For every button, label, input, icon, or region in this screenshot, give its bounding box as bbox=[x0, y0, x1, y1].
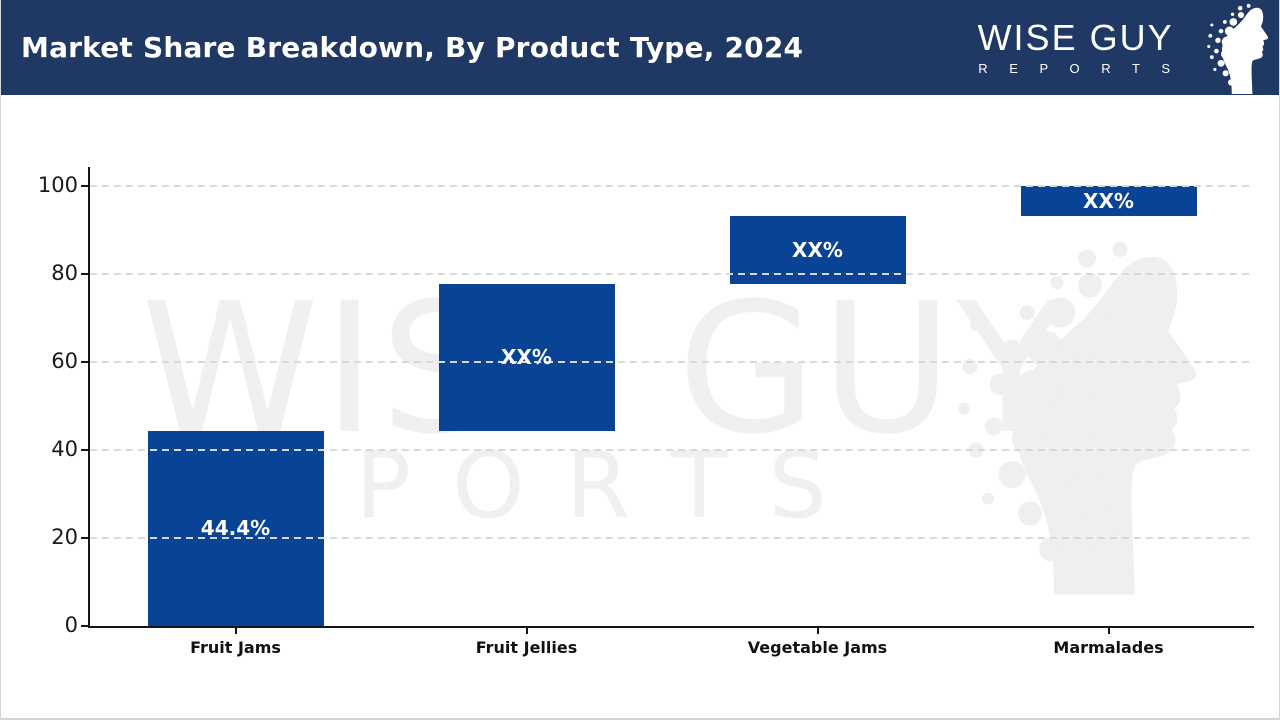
y-tick-label: 20 bbox=[51, 525, 78, 549]
y-axis-tick bbox=[81, 185, 90, 187]
brand-name: WISE GUY bbox=[977, 17, 1174, 58]
bar-vegetable-jams: XX% bbox=[729, 215, 906, 285]
y-tick-label: 100 bbox=[37, 173, 78, 197]
brand-subname: R E P O R T S bbox=[978, 61, 1179, 76]
x-category-label: Vegetable Jams bbox=[747, 638, 888, 657]
page-title: Market Share Breakdown, By Product Type,… bbox=[21, 31, 804, 64]
y-tick-label: 80 bbox=[51, 261, 78, 285]
x-category-label: Fruit Jams bbox=[190, 638, 281, 657]
bar-marmalades: XX% bbox=[1020, 186, 1197, 216]
bar-value-label: XX% bbox=[501, 345, 552, 370]
y-tick-label: 60 bbox=[51, 349, 78, 373]
y-gridline bbox=[90, 185, 1254, 187]
y-axis-tick bbox=[81, 537, 90, 539]
x-axis-line bbox=[88, 626, 1254, 628]
y-gridline bbox=[90, 273, 1254, 275]
x-axis-tick bbox=[525, 626, 528, 634]
x-axis-tick bbox=[234, 626, 237, 634]
y-tick-label: 40 bbox=[51, 437, 78, 461]
brand-logo: WISE GUY R E P O R T S bbox=[972, 0, 1279, 95]
bar-fruit-jams: 44.4% bbox=[147, 430, 324, 626]
y-axis-tick bbox=[81, 625, 90, 627]
x-category-label: Fruit Jellies bbox=[475, 638, 578, 657]
y-axis-tick bbox=[81, 449, 90, 451]
brand-logo-text: WISE GUY R E P O R T S bbox=[972, 17, 1179, 76]
bar-value-label: XX% bbox=[792, 238, 843, 262]
y-axis-tick bbox=[81, 273, 90, 275]
brand-face-icon bbox=[1207, 3, 1269, 94]
y-gridline bbox=[90, 537, 1254, 539]
x-axis-tick bbox=[1107, 626, 1110, 634]
y-gridline bbox=[90, 361, 1254, 363]
x-axis-tick bbox=[816, 626, 819, 634]
y-gridline bbox=[90, 449, 1254, 451]
bar-fruit-jellies: XX% bbox=[438, 284, 615, 431]
x-category-label: Marmalades bbox=[1053, 638, 1164, 657]
y-axis-line bbox=[88, 167, 90, 628]
bar-value-label: 44.4% bbox=[200, 516, 271, 541]
y-tick-label: 0 bbox=[64, 613, 78, 637]
bar-value-label: XX% bbox=[1083, 188, 1134, 213]
y-axis-tick bbox=[81, 361, 90, 363]
header-bar: Market Share Breakdown, By Product Type,… bbox=[1, 0, 1279, 95]
